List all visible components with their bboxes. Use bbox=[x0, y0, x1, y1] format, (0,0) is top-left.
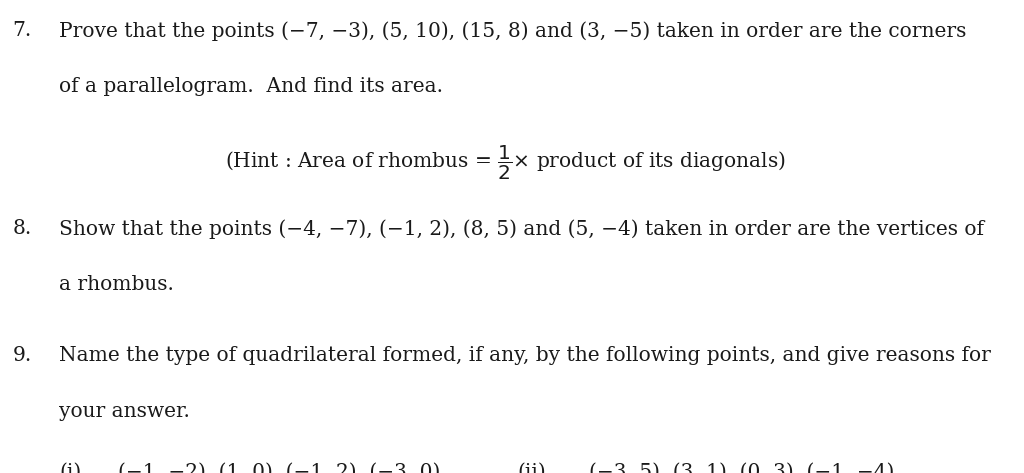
Text: (i): (i) bbox=[59, 463, 82, 473]
Text: your answer.: your answer. bbox=[59, 402, 190, 420]
Text: 9.: 9. bbox=[12, 346, 32, 365]
Text: (ii): (ii) bbox=[517, 463, 546, 473]
Text: Show that the points (−4, −7), (−1, 2), (8, 5) and (5, −4) taken in order are th: Show that the points (−4, −7), (−1, 2), … bbox=[59, 219, 984, 239]
Text: 7.: 7. bbox=[12, 21, 32, 40]
Text: Prove that the points (−7, −3), (5, 10), (15, 8) and (3, −5) taken in order are : Prove that the points (−7, −3), (5, 10),… bbox=[59, 21, 967, 41]
Text: (−1, −2), (1, 0), (−1, 2), (−3, 0): (−1, −2), (1, 0), (−1, 2), (−3, 0) bbox=[118, 463, 440, 473]
Text: (Hint : Area of rhombus = $\dfrac{1}{2}$$\times$ product of its diagonals): (Hint : Area of rhombus = $\dfrac{1}{2}$… bbox=[225, 143, 786, 182]
Text: (−3, 5), (3, 1), (0, 3), (−1, −4): (−3, 5), (3, 1), (0, 3), (−1, −4) bbox=[589, 463, 894, 473]
Text: of a parallelogram.  And find its area.: of a parallelogram. And find its area. bbox=[59, 77, 443, 96]
Text: Name the type of quadrilateral formed, if any, by the following points, and give: Name the type of quadrilateral formed, i… bbox=[59, 346, 991, 365]
Text: 8.: 8. bbox=[12, 219, 32, 238]
Text: a rhombus.: a rhombus. bbox=[59, 275, 174, 294]
